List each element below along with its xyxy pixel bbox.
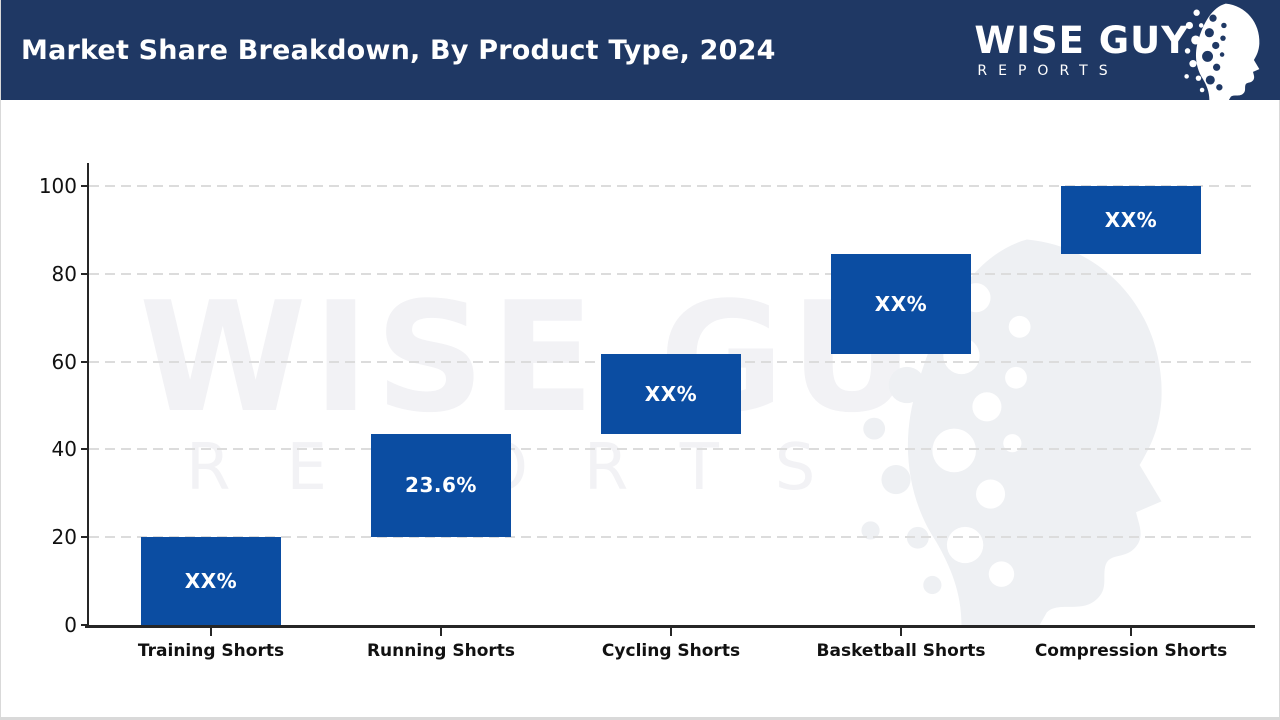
logo-subtitle: REPORTS bbox=[977, 62, 1119, 79]
bar-value-label: XX% bbox=[1104, 207, 1158, 232]
gridline bbox=[89, 185, 1253, 187]
y-tick-mark bbox=[81, 272, 88, 275]
bar-segment: XX% bbox=[601, 353, 741, 434]
bar-segment: XX% bbox=[141, 537, 281, 625]
y-tick-label: 80 bbox=[51, 261, 77, 286]
gridline bbox=[89, 536, 1253, 539]
x-category-label: Basketball Shorts bbox=[816, 641, 986, 661]
watermark-subtitle: REPORTS bbox=[186, 431, 872, 505]
logo-text: WISE GUY REPORTS bbox=[974, 22, 1189, 79]
x-category-label: Training Shorts bbox=[137, 641, 285, 661]
x-category-label: Compression Shorts bbox=[1034, 641, 1228, 661]
y-tick-label: 40 bbox=[51, 437, 77, 462]
x-axis-line bbox=[85, 625, 1255, 628]
gridline bbox=[89, 272, 1253, 275]
y-tick-mark bbox=[81, 448, 88, 451]
bar-value-label: XX% bbox=[184, 569, 238, 594]
y-tick-label: 0 bbox=[64, 613, 77, 637]
y-axis-line bbox=[87, 163, 89, 628]
x-tick-mark bbox=[670, 628, 672, 636]
y-tick-label: 60 bbox=[51, 349, 77, 374]
page-title: Market Share Breakdown, By Product Type,… bbox=[21, 34, 776, 66]
y-tick-mark bbox=[81, 536, 88, 539]
x-tick-mark bbox=[1130, 628, 1132, 636]
y-tick-mark bbox=[81, 185, 88, 187]
y-tick-label: 100 bbox=[38, 174, 77, 198]
bar-value-label: XX% bbox=[874, 291, 928, 316]
y-tick-mark bbox=[81, 624, 88, 626]
y-tick-label: 20 bbox=[51, 525, 77, 550]
logo-head-icon bbox=[1184, 3, 1260, 100]
bar-segment: XX% bbox=[1061, 186, 1201, 254]
x-tick-mark bbox=[440, 628, 442, 636]
x-category-label: Running Shorts bbox=[366, 641, 516, 661]
gridline bbox=[89, 448, 1253, 451]
y-tick-mark bbox=[81, 360, 88, 363]
bar-segment: XX% bbox=[831, 253, 971, 354]
bar-value-label: XX% bbox=[644, 381, 698, 406]
x-category-label: Cycling Shorts bbox=[601, 641, 741, 661]
x-tick-mark bbox=[210, 628, 212, 636]
x-tick-mark bbox=[900, 628, 902, 636]
header-band: Market Share Breakdown, By Product Type,… bbox=[1, 0, 1280, 100]
bar-segment: 23.6% bbox=[371, 433, 511, 538]
wise-guy-reports-logo: WISE GUY REPORTS bbox=[974, 0, 1280, 100]
bar-value-label: 23.6% bbox=[405, 473, 477, 498]
logo-wordmark: WISE GUY bbox=[974, 18, 1189, 62]
